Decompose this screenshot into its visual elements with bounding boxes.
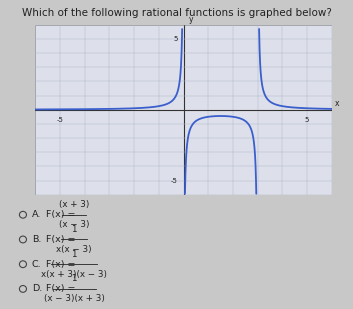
Text: F(x) =: F(x) = [46,235,76,244]
Text: -5: -5 [170,177,178,184]
Text: 1: 1 [71,274,77,283]
Text: -5: -5 [56,117,64,123]
Text: (x − 3): (x − 3) [59,220,89,229]
Text: 1: 1 [71,225,77,234]
Text: Which of the following rational functions is graphed below?: Which of the following rational function… [22,8,331,18]
Bar [35,25,332,195]
Text: B.: B. [32,235,41,244]
Text: (x − 3)(x + 3): (x − 3)(x + 3) [44,294,104,303]
Text: A.: A. [32,210,41,219]
Text: x: x [334,99,339,108]
Text: F(x) =: F(x) = [46,284,76,294]
Text: 1: 1 [71,250,77,259]
Text: F(x) =: F(x) = [46,260,76,269]
Text: C.: C. [32,260,41,269]
Text: y: y [189,15,193,24]
Text: 5: 5 [305,117,309,123]
Text: x(x − 3): x(x − 3) [56,245,92,254]
Text: 5: 5 [173,36,178,42]
Text: F(x) =: F(x) = [46,210,76,219]
Text: x(x + 3)(x − 3): x(x + 3)(x − 3) [41,270,107,279]
Text: (x + 3): (x + 3) [59,200,89,209]
Text: D.: D. [32,284,42,294]
